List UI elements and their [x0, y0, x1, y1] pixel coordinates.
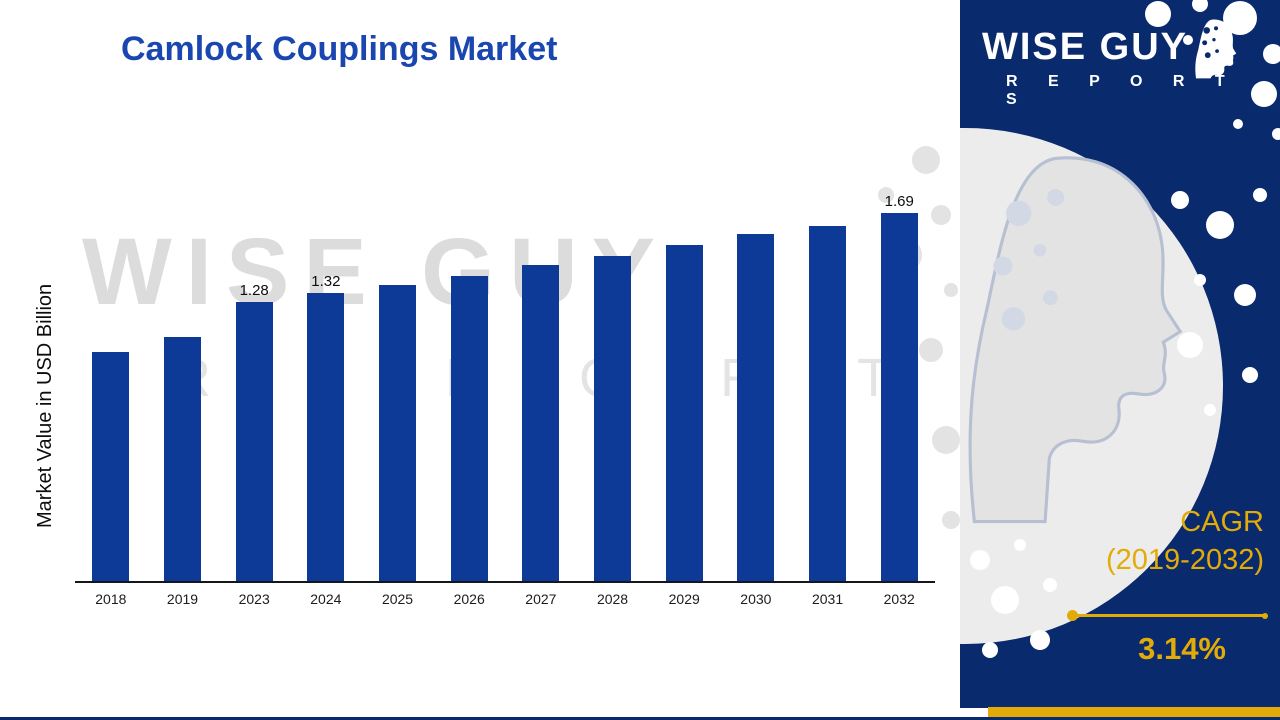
cagr-range: (2019-2032)	[1106, 544, 1264, 577]
bar	[522, 265, 560, 581]
x-axis-tick-label: 2027	[525, 591, 557, 607]
bar-chart: 1.28 1.32 1.69	[75, 141, 935, 583]
brand-panel: WISE GUY R E P O R T S CAGR (2019-2032) …	[960, 0, 1280, 708]
bar-column	[720, 141, 792, 581]
page-title: Camlock Couplings Market	[121, 30, 558, 68]
bar	[737, 234, 775, 581]
bar	[594, 256, 632, 581]
bar-value-label: 1.69	[884, 193, 914, 210]
bar-column	[75, 141, 147, 581]
bottom-border-line	[0, 717, 1280, 720]
brand-logo-name: WISE GUY	[982, 26, 1189, 68]
x-axis-tick-label: 2018	[95, 591, 127, 607]
x-axis-tick-label: 2026	[453, 591, 485, 607]
bar-column: 1.69	[863, 141, 935, 581]
x-axis-tick-label: 2025	[381, 591, 414, 607]
bar-value-label: 1.28	[239, 282, 269, 299]
bar-value-label: 1.32	[311, 273, 341, 290]
bar-column	[505, 141, 577, 581]
bar-column	[792, 141, 864, 581]
bar	[307, 293, 345, 581]
brand-logo-subtitle: R E P O R T S	[1006, 73, 1238, 108]
bar	[164, 337, 201, 581]
bar	[809, 226, 847, 581]
cagr-label: CAGR	[1180, 506, 1264, 538]
bar	[450, 276, 488, 581]
face-profile-graphic	[968, 156, 1183, 524]
bar-column	[147, 141, 219, 581]
bar	[665, 245, 703, 581]
x-axis-tick-label: 2031	[811, 591, 844, 607]
cagr-value: 3.14%	[1138, 631, 1226, 666]
x-axis-labels: 2018 2019 2023 2024 2025 2026 2027 2028 2029 2030…	[75, 591, 935, 607]
x-axis-tick-label: 2032	[883, 591, 915, 607]
white-dots-pattern-bottom	[970, 539, 1057, 658]
x-axis-tick-label: 2029	[668, 591, 700, 607]
x-axis-tick-label: 2030	[740, 591, 772, 607]
bottom-accent-bar	[988, 707, 1280, 717]
brand-logo: WISE GUY R E P O R T S	[982, 19, 1242, 109]
cagr-divider-line	[1067, 610, 1268, 621]
bar-column	[648, 141, 720, 581]
bar-column: 1.32	[290, 141, 362, 581]
x-axis-tick-label: 2028	[596, 591, 629, 607]
white-dots-pattern-mid	[1171, 188, 1267, 416]
bar	[235, 302, 273, 581]
bar-column	[362, 141, 434, 581]
brand-logo-face-icon	[1195, 19, 1237, 79]
watermark-line1: WISE GUY	[82, 219, 670, 325]
x-axis-tick-label: 2019	[166, 591, 199, 607]
x-axis-tick-label: 2023	[238, 591, 270, 607]
x-axis-tick-label: 2024	[310, 591, 342, 607]
bar	[92, 352, 130, 581]
y-axis-label: Market Value in USD Billion	[34, 283, 56, 529]
cagr-block: CAGR (2019-2032)	[1106, 503, 1264, 580]
bar-column: 1.28	[218, 141, 290, 581]
bar-column	[433, 141, 505, 581]
bar-column	[577, 141, 649, 581]
bar	[880, 213, 918, 581]
bar	[379, 285, 417, 581]
